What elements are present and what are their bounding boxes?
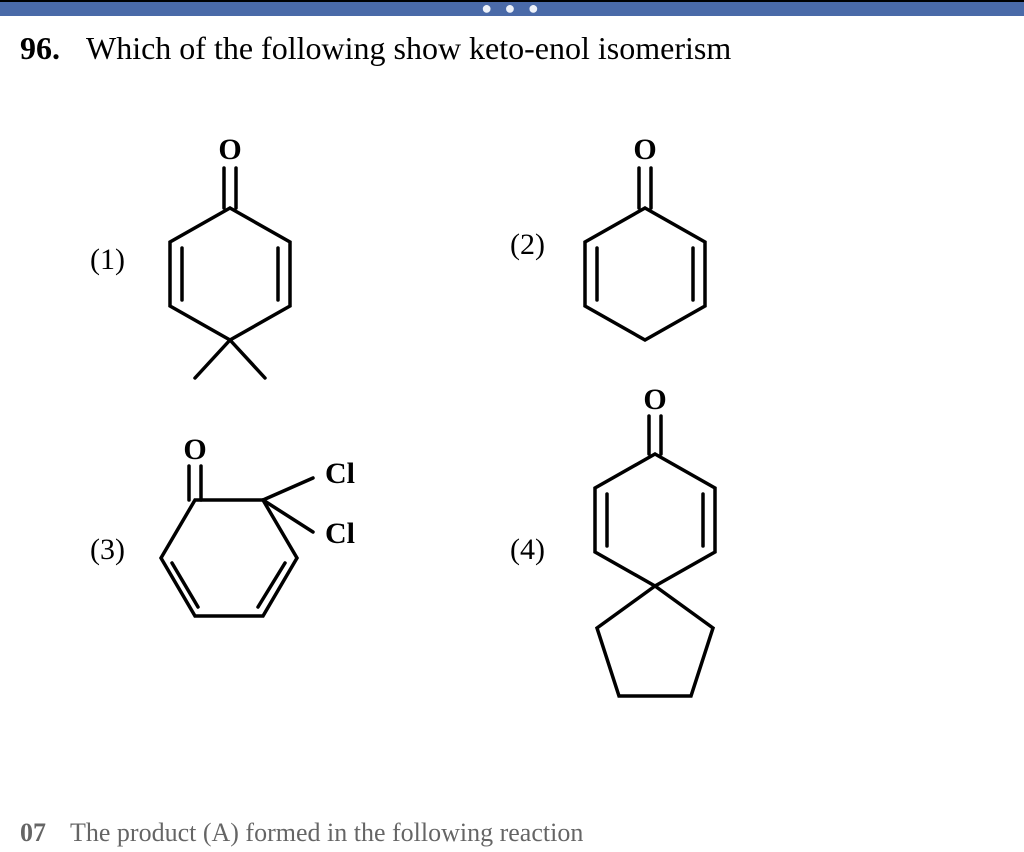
atom-o-2: O <box>633 133 656 166</box>
option-4: (4) O <box>510 380 755 720</box>
question-row: 96. Which of the following show keto-eno… <box>20 30 1010 67</box>
atom-o-4: O <box>643 383 666 416</box>
atom-cl-3b: Cl <box>325 517 355 550</box>
question-number: 96. <box>20 30 60 67</box>
structure-2: O <box>555 130 735 360</box>
option-1: (1) O <box>90 130 325 390</box>
option-3: (3) O Cl Cl <box>90 430 435 670</box>
footer-number: 07 <box>20 818 46 848</box>
top-bar: ● ● ● <box>0 0 1024 16</box>
question-text: Which of the following show keto-enol is… <box>86 30 731 67</box>
option-4-label: (4) <box>510 533 545 567</box>
atom-o-3: O <box>183 433 206 466</box>
option-1-label: (1) <box>90 243 125 277</box>
footer-fragment: 07 The product (A) formed in the followi… <box>20 818 583 848</box>
atom-cl-3a: Cl <box>325 457 355 490</box>
option-3-label: (3) <box>90 533 125 567</box>
structure-3: O Cl Cl <box>135 430 435 670</box>
option-2: (2) O <box>510 130 735 360</box>
structure-4: O <box>555 380 755 720</box>
atom-o-1: O <box>218 133 241 166</box>
structure-1: O <box>135 130 325 390</box>
ellipsis-icon: ● ● ● <box>481 0 543 19</box>
option-2-label: (2) <box>510 228 545 262</box>
footer-text: The product (A) formed in the following … <box>70 818 583 848</box>
